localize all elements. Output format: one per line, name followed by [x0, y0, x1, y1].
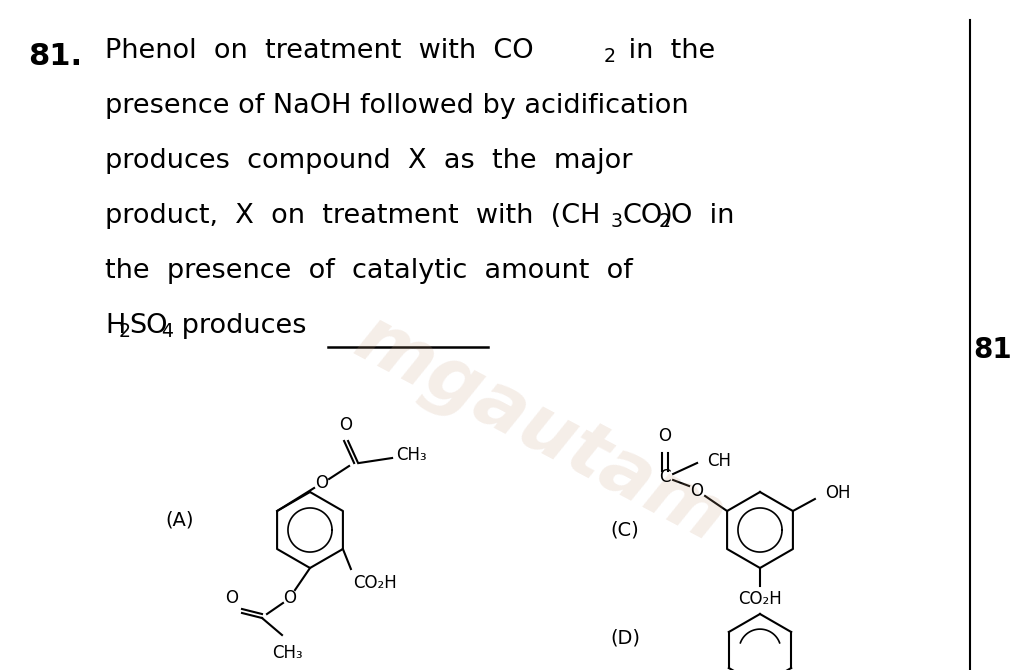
Text: 2: 2 — [604, 47, 616, 66]
Text: (D): (D) — [610, 628, 640, 647]
Text: 3: 3 — [611, 212, 624, 231]
Text: CO₂H: CO₂H — [738, 590, 782, 608]
Text: CO): CO) — [623, 203, 674, 229]
Text: O: O — [340, 416, 352, 434]
Text: C: C — [659, 468, 671, 486]
Text: O: O — [690, 482, 703, 500]
Text: CO₂H: CO₂H — [353, 574, 396, 592]
Text: H: H — [105, 313, 125, 339]
Text: OH: OH — [825, 484, 850, 502]
Text: 2: 2 — [659, 212, 671, 231]
Text: 81.: 81. — [28, 42, 82, 71]
Text: CH₃: CH₃ — [271, 644, 302, 662]
Text: O: O — [284, 589, 297, 607]
Text: 4: 4 — [161, 322, 173, 341]
Text: 81: 81 — [974, 336, 1012, 364]
Text: produces  compound  X  as  the  major: produces compound X as the major — [105, 148, 633, 174]
Text: the  presence  of  catalytic  amount  of: the presence of catalytic amount of — [105, 258, 633, 284]
Text: in  the: in the — [620, 38, 715, 64]
Text: product,  X  on  treatment  with  (CH: product, X on treatment with (CH — [105, 203, 600, 229]
Text: O  in: O in — [671, 203, 734, 229]
Text: presence of NaOH followed by acidification: presence of NaOH followed by acidificati… — [105, 93, 688, 119]
Text: O: O — [315, 474, 329, 492]
Text: CH₃: CH₃ — [396, 446, 427, 464]
Text: 2: 2 — [119, 322, 131, 341]
Text: O: O — [225, 589, 238, 607]
Text: CH: CH — [708, 452, 731, 470]
Text: SO: SO — [129, 313, 168, 339]
Text: O: O — [658, 427, 672, 445]
Text: (C): (C) — [610, 521, 639, 539]
Text: mgautam: mgautam — [343, 302, 737, 558]
Text: produces: produces — [173, 313, 306, 339]
Text: Phenol  on  treatment  with  CO: Phenol on treatment with CO — [105, 38, 534, 64]
Text: (A): (A) — [165, 511, 194, 529]
